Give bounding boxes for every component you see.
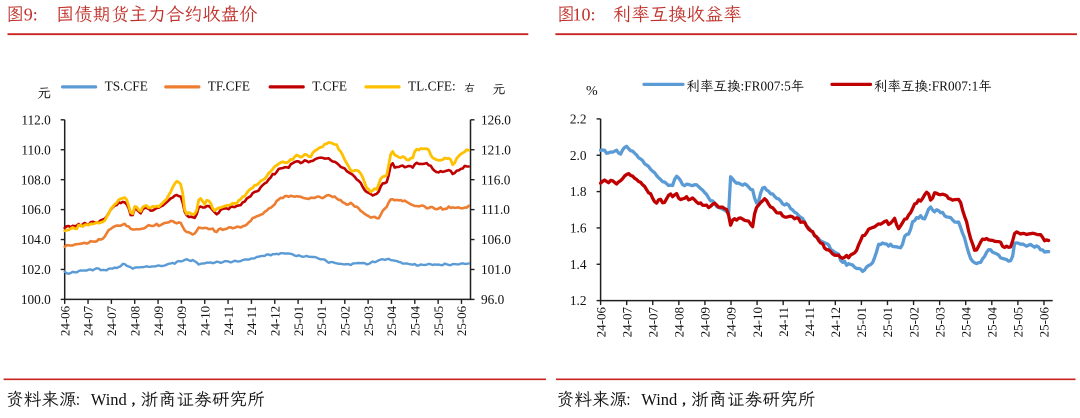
svg-text:1.4: 1.4 bbox=[570, 257, 587, 272]
svg-text:25-01: 25-01 bbox=[880, 307, 895, 337]
svg-text:24-09: 24-09 bbox=[151, 306, 166, 336]
svg-text:24-10: 24-10 bbox=[197, 306, 212, 336]
svg-text:24-06: 24-06 bbox=[593, 307, 608, 338]
svg-text:Wind: Wind bbox=[91, 390, 128, 409]
svg-text:25-05: 25-05 bbox=[1011, 307, 1026, 337]
svg-text:121.0: 121.0 bbox=[481, 142, 511, 157]
svg-text:2.0: 2.0 bbox=[570, 148, 587, 163]
svg-text:24-07: 24-07 bbox=[104, 305, 119, 336]
svg-text:10:: 10: bbox=[573, 4, 596, 24]
svg-text:1.6: 1.6 bbox=[570, 221, 587, 236]
svg-text:24-07: 24-07 bbox=[645, 307, 660, 338]
svg-text:25-02: 25-02 bbox=[906, 307, 921, 337]
svg-text:1.8: 1.8 bbox=[570, 184, 587, 199]
svg-text:T.CFE: T.CFE bbox=[312, 78, 347, 93]
svg-text:25-06: 25-06 bbox=[1037, 307, 1052, 338]
svg-text:24-11: 24-11 bbox=[221, 306, 236, 336]
svg-text:Wind: Wind bbox=[641, 390, 678, 409]
svg-text:25-04: 25-04 bbox=[408, 305, 423, 336]
svg-text:25-04: 25-04 bbox=[985, 307, 1000, 338]
svg-text:101.0: 101.0 bbox=[481, 262, 511, 277]
svg-text:126.0: 126.0 bbox=[481, 112, 511, 127]
svg-text:24-08: 24-08 bbox=[672, 307, 687, 337]
svg-text:TL.CFE:: TL.CFE: bbox=[408, 78, 456, 93]
svg-text::FR007:5: :FR007:5 bbox=[741, 78, 792, 93]
svg-text:25-02: 25-02 bbox=[337, 306, 352, 336]
svg-text:24-06: 24-06 bbox=[57, 305, 72, 336]
svg-text:116.0: 116.0 bbox=[481, 172, 511, 187]
svg-text:%: % bbox=[586, 84, 598, 99]
svg-text:25-03: 25-03 bbox=[932, 307, 947, 337]
svg-text:25-01: 25-01 bbox=[854, 307, 869, 337]
svg-text:111.0: 111.0 bbox=[481, 202, 510, 217]
svg-text:106.0: 106.0 bbox=[21, 202, 51, 217]
svg-text:24-10: 24-10 bbox=[750, 307, 765, 337]
svg-text:110.0: 110.0 bbox=[21, 142, 51, 157]
svg-text:25-01: 25-01 bbox=[314, 306, 329, 336]
svg-text:24-11: 24-11 bbox=[802, 307, 817, 337]
svg-text:24-07: 24-07 bbox=[81, 305, 96, 336]
svg-text:100.0: 100.0 bbox=[21, 292, 51, 307]
svg-text:25-04: 25-04 bbox=[958, 307, 973, 338]
svg-text:24-12: 24-12 bbox=[828, 307, 843, 337]
svg-text:9:: 9: bbox=[24, 4, 38, 24]
svg-text:102.0: 102.0 bbox=[21, 262, 51, 277]
svg-text:25-05: 25-05 bbox=[431, 306, 446, 336]
svg-text:25-01: 25-01 bbox=[291, 306, 306, 336]
svg-text:TF.CFE: TF.CFE bbox=[208, 78, 250, 93]
svg-text:24-12: 24-12 bbox=[267, 306, 282, 336]
svg-text:25-04: 25-04 bbox=[384, 305, 399, 336]
svg-text:2.2: 2.2 bbox=[570, 112, 587, 127]
svg-text:24-08: 24-08 bbox=[127, 306, 142, 336]
svg-text:24-07: 24-07 bbox=[619, 307, 634, 338]
svg-text:24-09: 24-09 bbox=[724, 307, 739, 337]
svg-text:25-06: 25-06 bbox=[454, 305, 469, 336]
svg-text:24-09: 24-09 bbox=[174, 306, 189, 336]
svg-text:106.0: 106.0 bbox=[481, 232, 511, 247]
svg-text:24-11: 24-11 bbox=[776, 307, 791, 337]
svg-text:104.0: 104.0 bbox=[21, 232, 51, 247]
svg-text:TS.CFE: TS.CFE bbox=[105, 78, 148, 93]
svg-text:24-09: 24-09 bbox=[698, 307, 713, 337]
svg-text:25-03: 25-03 bbox=[361, 306, 376, 336]
svg-text:96.0: 96.0 bbox=[481, 292, 505, 307]
svg-text::FR007:1: :FR007:1 bbox=[928, 78, 978, 93]
svg-text:24-11: 24-11 bbox=[244, 306, 259, 336]
svg-text:1.2: 1.2 bbox=[570, 293, 587, 308]
svg-text:112.0: 112.0 bbox=[21, 112, 51, 127]
svg-text:108.0: 108.0 bbox=[21, 172, 51, 187]
